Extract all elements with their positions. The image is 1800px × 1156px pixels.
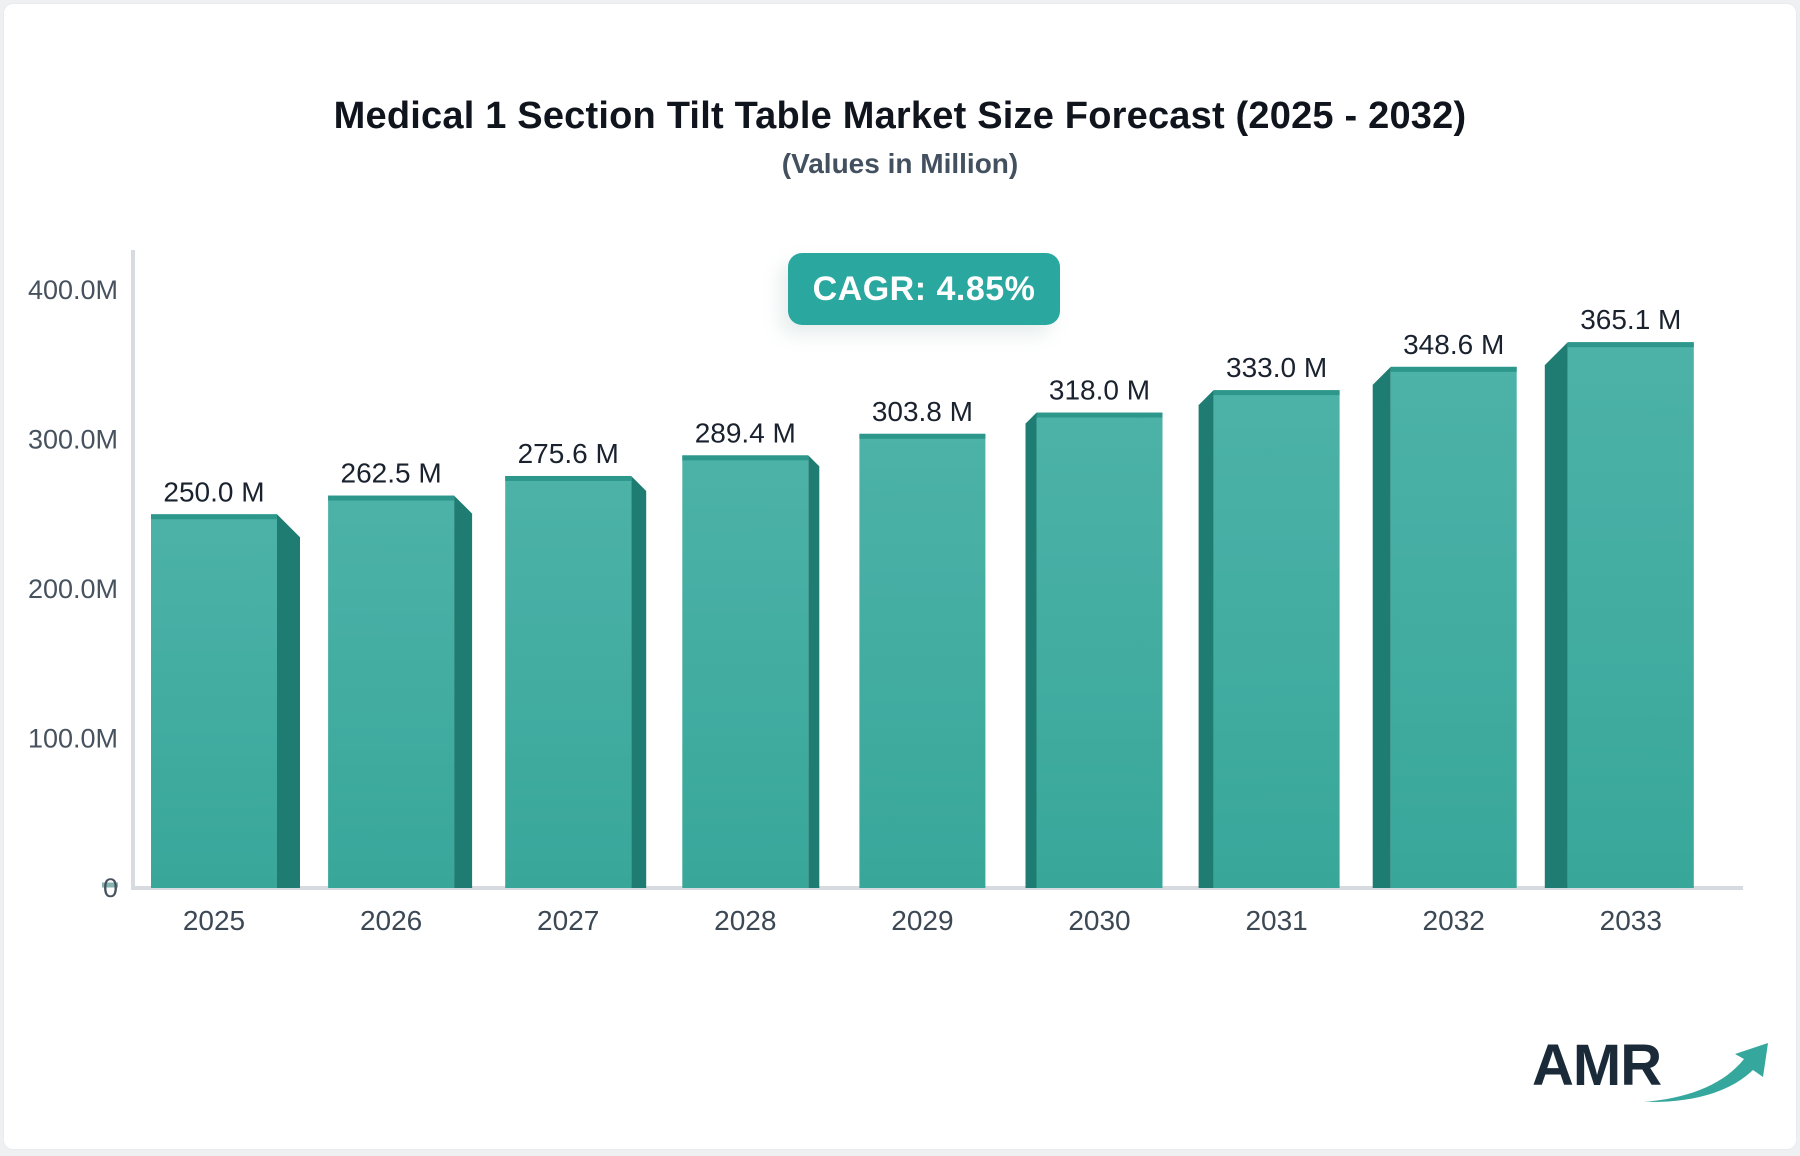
bar-value-label: 250.0 M xyxy=(163,476,264,507)
bar-2027 xyxy=(505,475,647,888)
bar-2032 xyxy=(1372,366,1517,888)
x-tick-label: 2025 xyxy=(183,905,245,936)
bar-2025 xyxy=(151,514,300,888)
x-tick-label: 2027 xyxy=(537,905,599,936)
bar-top-edge xyxy=(1213,390,1340,396)
x-tick-label: 2031 xyxy=(1245,905,1307,936)
y-tick-label: 100.0M xyxy=(28,724,118,754)
bar-front-face xyxy=(859,433,986,888)
bar-series xyxy=(151,342,1694,888)
y-tick-label: 0 xyxy=(103,873,118,903)
bar-front-face xyxy=(505,475,632,888)
bar-front-face xyxy=(1567,342,1694,888)
bar-value-label: 303.8 M xyxy=(872,396,973,427)
cagr-badge-label: CAGR: 4.85% xyxy=(812,269,1036,308)
bar-value-label: 318.0 M xyxy=(1049,375,1150,406)
bar-value-label: 333.0 M xyxy=(1226,352,1327,383)
bar-front-face xyxy=(682,455,809,888)
bar-top-edge xyxy=(328,495,455,501)
growth-arrow-icon xyxy=(1644,1043,1768,1103)
bar-value-label: 348.6 M xyxy=(1403,329,1504,360)
bar-2031 xyxy=(1198,390,1340,888)
x-tick-label: 2033 xyxy=(1600,905,1662,936)
bar-side-face xyxy=(1372,366,1391,888)
bar-side-face xyxy=(1544,342,1568,888)
bar-side-face xyxy=(454,495,473,888)
y-tick-label: 300.0M xyxy=(28,425,118,455)
chart-labels: 400.0M 300.0M 200.0M 100.0M 0 250.0 M 2025 262.… xyxy=(28,275,1681,936)
y-tick-label: 200.0M xyxy=(28,574,118,604)
bar-side-face xyxy=(277,514,300,888)
bar-side-face xyxy=(1025,412,1037,888)
bar-front-face xyxy=(1036,412,1163,888)
y-tick-label: 400.0M xyxy=(28,275,118,305)
chart-title: Medical 1 Section Tilt Table Market Size… xyxy=(333,95,1467,137)
amr-logo-text: AMR xyxy=(1532,1033,1662,1098)
bar-2026 xyxy=(328,495,473,888)
x-tick-label: 2026 xyxy=(360,905,422,936)
bar-2028 xyxy=(682,455,820,888)
bar-2033 xyxy=(1544,342,1694,888)
x-tick-label: 2029 xyxy=(891,905,953,936)
bar-value-label: 289.4 M xyxy=(695,417,796,448)
bar-top-edge xyxy=(1390,366,1517,372)
bar-top-edge xyxy=(682,455,809,461)
cagr-badge: CAGR: 4.85% xyxy=(788,253,1060,325)
bar-front-face xyxy=(1213,390,1340,888)
bar-value-label: 262.5 M xyxy=(341,458,442,489)
x-tick-label: 2032 xyxy=(1423,905,1485,936)
bar-top-edge xyxy=(1567,342,1694,348)
bar-top-edge xyxy=(859,433,986,439)
x-tick-label: 2028 xyxy=(714,905,776,936)
bar-front-face xyxy=(328,495,455,888)
bar-value-label: 365.1 M xyxy=(1580,304,1681,335)
bar-side-face xyxy=(808,455,820,888)
bar-front-face xyxy=(1390,366,1517,888)
bar-value-label: 275.6 M xyxy=(518,438,619,469)
chart-subtitle: (Values in Million) xyxy=(781,148,1019,179)
x-tick-label: 2030 xyxy=(1068,905,1130,936)
bar-top-edge xyxy=(505,475,632,481)
bar-side-face xyxy=(631,475,647,888)
amr-logo: AMR xyxy=(1532,1032,1800,1122)
bar-top-edge xyxy=(151,514,277,520)
bar-side-face xyxy=(1198,390,1214,888)
bar-2030 xyxy=(1025,412,1163,888)
bar-2029 xyxy=(859,433,986,888)
bar-front-face xyxy=(151,514,277,888)
bar-top-edge xyxy=(1036,412,1163,418)
